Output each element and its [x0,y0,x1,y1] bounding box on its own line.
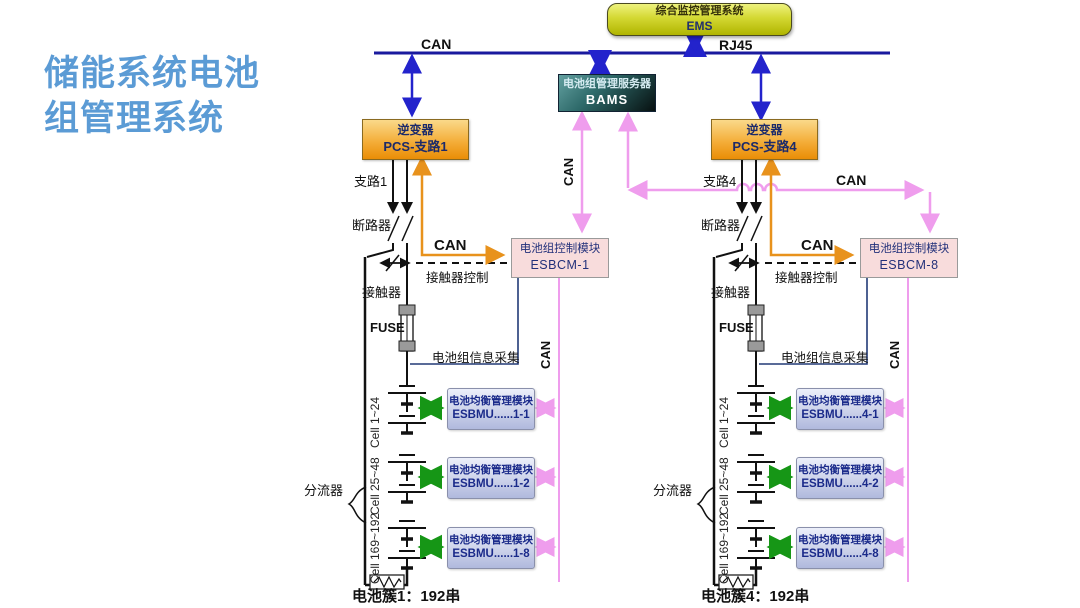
esbmu-1-1-box: 电池均衡管理模块 ESBMU......1-1 [447,388,535,430]
cell-range-1-3: Cell 169~192 [368,512,382,584]
contactor1-ctrl-label: 接触器控制 [426,271,489,285]
page-title: 储能系统电池 组管理系统 [44,52,260,142]
fuse4-label: FUSE [719,320,754,335]
esbmu-1-2-box: 电池均衡管理模块 ESBMU......1-2 [447,457,535,499]
contactor4-label: 接触器 [711,285,751,300]
pcs4-name: PCS-支路4 [732,138,797,154]
esbcm8-label: 电池组控制模块 [868,243,950,256]
info1-label: 电池组信息采集 [432,351,520,365]
cluster4-label: 电池簇4：192串 [701,588,810,605]
esbmu-1-1-name: ESBMU......1-1 [452,409,530,422]
esbcm1-name: ESBCM-1 [530,258,590,273]
page-title-line1: 储能系统电池 [44,54,261,93]
pcs1-can-label: CAN [434,237,467,254]
esbmu-4-2-label: 电池均衡管理模块 [798,463,882,476]
pcs1-box: 逆变器 PCS-支路1 [362,119,469,160]
esbmu-4-1-label: 电池均衡管理模块 [798,394,882,407]
breaker4-label: 断路器 [701,218,741,233]
esbmu-4-2-name: ESBMU......4-2 [801,478,879,491]
pcs1-label: 逆变器 [397,123,434,138]
esbcm1-box: 电池组控制模块 ESBCM-1 [511,238,609,278]
branch1-label: 支路1 [354,174,388,189]
bams-label: 电池组管理服务器 [563,78,651,90]
can1-vertical-label: CAN [538,340,553,369]
breaker1-label: 断路器 [352,218,392,233]
cluster1-label: 电池簇1：192串 [352,588,461,605]
bus-rj45-label: RJ45 [719,37,753,53]
cell-range-1-2: Cell 25~48 [368,457,382,515]
pcs4-label: 逆变器 [746,123,783,138]
esbmu-4-2-box: 电池均衡管理模块 ESBMU......4-2 [796,457,884,499]
page-title-line2: 组管理系统 [44,98,225,138]
pcs4-can-label: CAN [801,237,834,254]
branch4-label: 支路4 [703,174,737,189]
info4-label: 电池组信息采集 [781,351,869,365]
contactor4-ctrl-label: 接触器控制 [775,271,838,285]
esbmu-4-8-name: ESBMU......4-8 [801,548,879,561]
shunt4-label: 分流器 [653,483,693,498]
branch1-column: 逆变器 PCS-支路1 支路1 断路器 CAN 接触器 接触器控制 FUSE 电… [304,0,630,608]
esbmu-1-8-label: 电池均衡管理模块 [449,533,533,546]
esbcm8-name: ESBCM-8 [879,258,939,273]
ems-label: 综合监控管理系统 [655,5,744,18]
esbmu-1-8-name: ESBMU......1-8 [452,548,530,561]
shunt1-label: 分流器 [304,483,344,498]
can4-vertical-label: CAN [887,340,902,369]
bams-acronym: BAMS [585,91,629,107]
esbcm1-label: 电池组控制模块 [519,243,601,256]
cell-range-4-2: Cell 25~48 [717,457,731,515]
esbcm8-box: 电池组控制模块 ESBCM-8 [860,238,958,278]
bams-box: 电池组管理服务器 BAMS [558,74,656,112]
branch4-column: 逆变器 PCS-支路4 支路4 断路器 CAN 接触器 接触器控制 FUSE 电… [653,0,979,608]
esbmu-1-2-label: 电池均衡管理模块 [449,463,533,476]
pcs1-name: PCS-支路1 [383,138,448,154]
esbmu-4-1-box: 电池均衡管理模块 ESBMU......4-1 [796,388,884,430]
bus-can-label: CAN [421,36,452,52]
esbmu-1-8-box: 电池均衡管理模块 ESBMU......1-8 [447,527,535,569]
esbmu-1-2-name: ESBMU......1-2 [452,478,530,491]
cell-range-4-3: Cell 169~192 [717,512,731,584]
pcs4-box: 逆变器 PCS-支路4 [711,119,818,160]
fuse1-label: FUSE [370,320,405,335]
esbmu-1-1-label: 电池均衡管理模块 [449,394,533,407]
cell-range-1-1: Cell 1~24 [368,396,382,448]
esbmu-4-1-name: ESBMU......4-1 [801,409,879,422]
esbmu-4-8-box: 电池均衡管理模块 ESBMU......4-8 [796,527,884,569]
cell-range-4-1: Cell 1~24 [717,396,731,448]
contactor1-label: 接触器 [362,285,402,300]
esbmu-4-8-label: 电池均衡管理模块 [798,533,882,546]
